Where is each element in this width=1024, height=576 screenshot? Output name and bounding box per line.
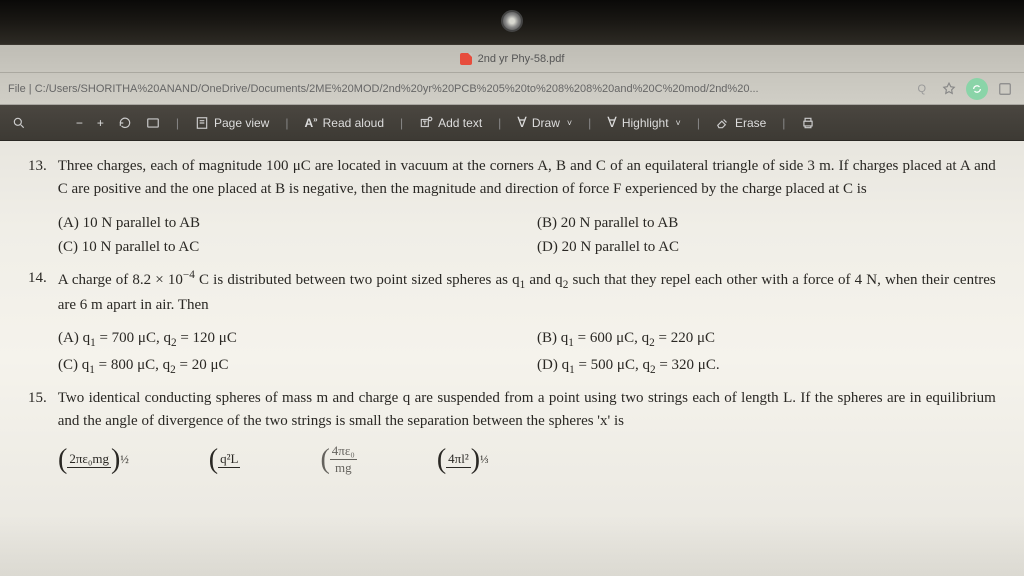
fade-overlay xyxy=(0,516,1024,576)
q13-opt-c: (C) 10 N parallel to AC xyxy=(58,236,517,259)
q15-text: Two identical conducting spheres of mass… xyxy=(58,387,996,434)
question-14: 14. A charge of 8.2 × 10−4 C is distribu… xyxy=(28,267,996,318)
search-icon[interactable] xyxy=(12,116,26,130)
q13-text: Three charges, each of magnitude 100 μC … xyxy=(58,155,996,202)
q14-number: 14. xyxy=(28,267,54,290)
tab-bar: 2nd yr Phy-58.pdf xyxy=(0,45,1024,73)
address-bar[interactable]: File | C:/Users/SHORITHA%20ANAND/OneDriv… xyxy=(0,73,1024,105)
favorite-icon[interactable] xyxy=(938,78,960,100)
draw-button[interactable]: ∀ Draw ˅ xyxy=(517,114,572,131)
pdf-toolbar: − + | Page view | A» Read aloud | Add te… xyxy=(0,105,1024,141)
print-icon[interactable] xyxy=(801,116,815,130)
q15-formulas: ( 2πε₀mg ) ½ ( q²L ( 4πε₀mg ( 4πl² ) ⅓ xyxy=(58,443,996,476)
erase-button[interactable]: Erase xyxy=(716,116,766,130)
collections-icon[interactable] xyxy=(994,78,1016,100)
q13-number: 13. xyxy=(28,155,54,178)
q13-opt-d: (D) 20 N parallel to AC xyxy=(537,236,996,259)
q14-opt-a: (A) q1 = 700 μC, q2 = 120 μC xyxy=(58,327,517,352)
q15-number: 15. xyxy=(28,387,54,410)
q14-opt-b: (B) q1 = 600 μC, q2 = 220 μC xyxy=(537,327,996,352)
question-13: 13. Three charges, each of magnitude 100… xyxy=(28,155,996,202)
formula-2: ( q²L xyxy=(209,443,241,476)
q14-opt-c: (C) q1 = 800 μC, q2 = 20 μC xyxy=(58,354,517,379)
rotate-icon[interactable] xyxy=(118,116,132,130)
zoom-out-button[interactable]: − xyxy=(76,116,83,130)
addtext-button[interactable]: Add text xyxy=(419,116,482,130)
pdf-icon xyxy=(460,53,472,65)
formula-1: ( 2πε₀mg ) ½ xyxy=(58,443,129,476)
q13-opt-b: (B) 20 N parallel to AB xyxy=(537,212,996,235)
q14-opt-d: (D) q1 = 500 μC, q2 = 320 μC. xyxy=(537,354,996,379)
tab-title[interactable]: 2nd yr Phy-58.pdf xyxy=(478,53,565,65)
sync-icon[interactable] xyxy=(966,78,988,100)
fit-icon[interactable] xyxy=(146,116,160,130)
q13-options: (A) 10 N parallel to AB (B) 20 N paralle… xyxy=(58,212,996,259)
laptop-bezel xyxy=(0,0,1024,45)
q13-opt-a: (A) 10 N parallel to AB xyxy=(58,212,517,235)
question-15: 15. Two identical conducting spheres of … xyxy=(28,387,996,434)
search-indicator-icon: Q xyxy=(917,83,926,95)
readaloud-button[interactable]: A» Read aloud xyxy=(304,115,384,130)
url-text: File | C:/Users/SHORITHA%20ANAND/OneDriv… xyxy=(8,83,911,95)
q14-text: A charge of 8.2 × 10−4 C is distributed … xyxy=(58,267,996,318)
browser-window: 2nd yr Phy-58.pdf File | C:/Users/SHORIT… xyxy=(0,45,1024,576)
highlight-button[interactable]: ∀ Highlight ˅ xyxy=(607,114,681,131)
q14-options: (A) q1 = 700 μC, q2 = 120 μC (B) q1 = 60… xyxy=(58,327,996,379)
pageview-button[interactable]: Page view xyxy=(195,116,269,130)
formula-4: ( 4πl² ) ⅓ xyxy=(437,443,489,476)
webcam-icon xyxy=(501,10,523,32)
zoom-in-button[interactable]: + xyxy=(97,116,104,130)
document-page: 13. Three charges, each of magnitude 100… xyxy=(0,141,1024,576)
formula-3: ( 4πε₀mg xyxy=(320,443,356,476)
